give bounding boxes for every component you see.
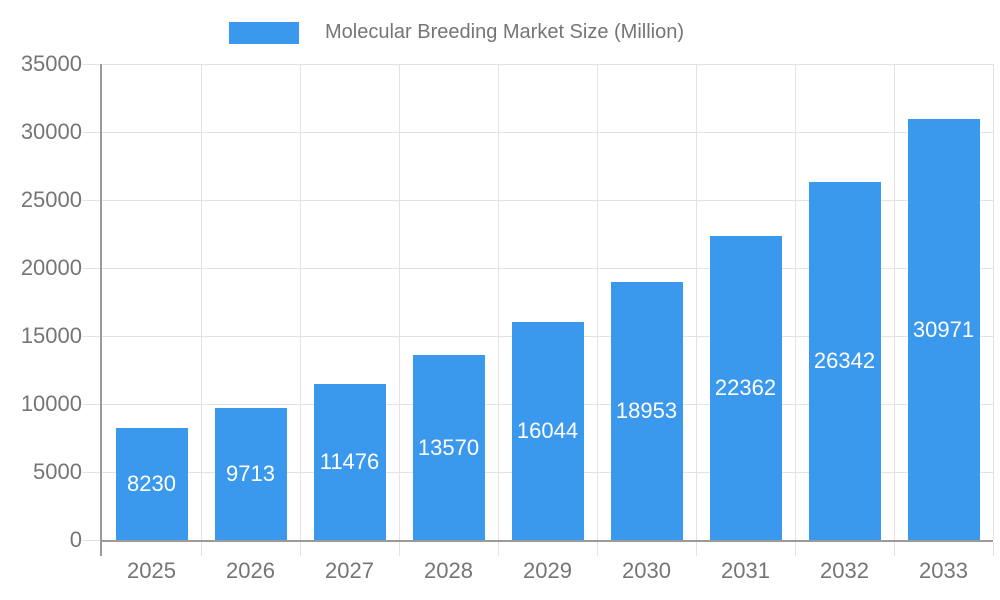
x-axis-tick-label: 2027 <box>325 558 374 583</box>
bar-value-label: 22362 <box>714 375 777 400</box>
bar-value-label: 30971 <box>912 316 975 342</box>
bar-2028[interactable]: 13570 <box>412 355 485 540</box>
y-axis-tick-label: 15000 <box>20 323 82 348</box>
bar-value-label: 16044 <box>516 418 579 443</box>
x-axis-tick-label: 2030 <box>622 558 671 583</box>
y-axis-tick-label: 10000 <box>20 391 82 416</box>
legend-label: Molecular Breeding Market Size (Million) <box>325 21 685 43</box>
x-axis-tick <box>794 542 796 556</box>
x-gridline <box>200 64 202 540</box>
x-axis-tick <box>596 542 598 556</box>
y-axis-tick <box>82 335 100 337</box>
y-axis-tick-label: 5000 <box>33 459 82 484</box>
x-gridline <box>596 64 598 540</box>
bar-2030[interactable]: 18953 <box>610 282 683 540</box>
x-axis-tick <box>893 542 895 556</box>
y-gridline <box>102 199 993 201</box>
x-gridline <box>992 64 994 540</box>
plot-area: 0 5000 10000 15000 20000 25000 30000 35000 8230 2… <box>21 51 994 583</box>
bar-2025[interactable]: 8230 <box>115 428 188 540</box>
x-axis-tick-label: 2032 <box>820 558 869 583</box>
x-axis-tick <box>398 542 400 556</box>
bar-2032[interactable]: 26342 <box>808 182 881 540</box>
y-axis-tick-label: 0 <box>69 527 82 552</box>
y-axis-line <box>100 64 102 556</box>
y-axis-tick <box>82 403 100 405</box>
bar-2033[interactable]: 30971 <box>907 119 980 540</box>
y-axis-tick <box>82 539 100 541</box>
y-axis-tick-label: 25000 <box>20 187 82 212</box>
x-axis-line <box>100 540 993 542</box>
bar-value-label: 13570 <box>417 434 480 460</box>
bar-2031[interactable]: 22362 <box>709 236 782 540</box>
y-gridline <box>102 267 993 269</box>
x-gridline <box>893 64 895 540</box>
x-axis-tick-label: 2029 <box>523 558 572 583</box>
x-gridline <box>299 64 301 540</box>
x-gridline <box>695 64 697 540</box>
y-axis-tick <box>82 63 100 65</box>
bar-value-label: 11476 <box>319 449 380 474</box>
y-axis-tick-label: 35000 <box>20 51 82 76</box>
x-axis-tick-label: 2028 <box>424 558 473 583</box>
x-gridline <box>398 64 400 540</box>
y-axis-tick <box>82 267 100 269</box>
y-gridline <box>102 63 993 65</box>
x-axis-tick <box>497 542 499 556</box>
y-axis-tick <box>82 199 100 201</box>
bar-2027[interactable]: 11476 <box>313 384 386 540</box>
bar-2029[interactable]: 16044 <box>511 322 584 540</box>
y-axis-tick-label: 20000 <box>20 255 82 280</box>
x-axis-tick <box>200 542 202 556</box>
x-axis-tick-label: 2031 <box>721 558 770 583</box>
x-axis-tick <box>992 542 994 556</box>
y-axis-tick <box>82 471 100 473</box>
x-axis-tick <box>299 542 301 556</box>
bar-value-label: 18953 <box>615 398 678 423</box>
chart-legend: Molecular Breeding Market Size (Million) <box>229 21 684 44</box>
x-axis-tick <box>695 542 697 556</box>
y-gridline <box>102 131 993 133</box>
y-axis-tick-label: 30000 <box>20 119 82 144</box>
x-axis-tick-label: 2026 <box>226 558 275 583</box>
x-axis-tick-label: 2025 <box>127 558 176 583</box>
x-gridline <box>794 64 796 540</box>
bar-value-label: 26342 <box>813 348 876 373</box>
bar-value-label: 8230 <box>127 471 176 496</box>
legend-item[interactable]: Molecular Breeding Market Size (Million) <box>229 21 684 44</box>
bar-2026[interactable]: 9713 <box>214 408 287 540</box>
x-axis-tick-label: 2033 <box>919 558 968 583</box>
x-gridline <box>497 64 499 540</box>
bar-value-label: 9713 <box>226 461 275 486</box>
legend-swatch <box>229 21 299 44</box>
y-axis-tick <box>82 131 100 133</box>
